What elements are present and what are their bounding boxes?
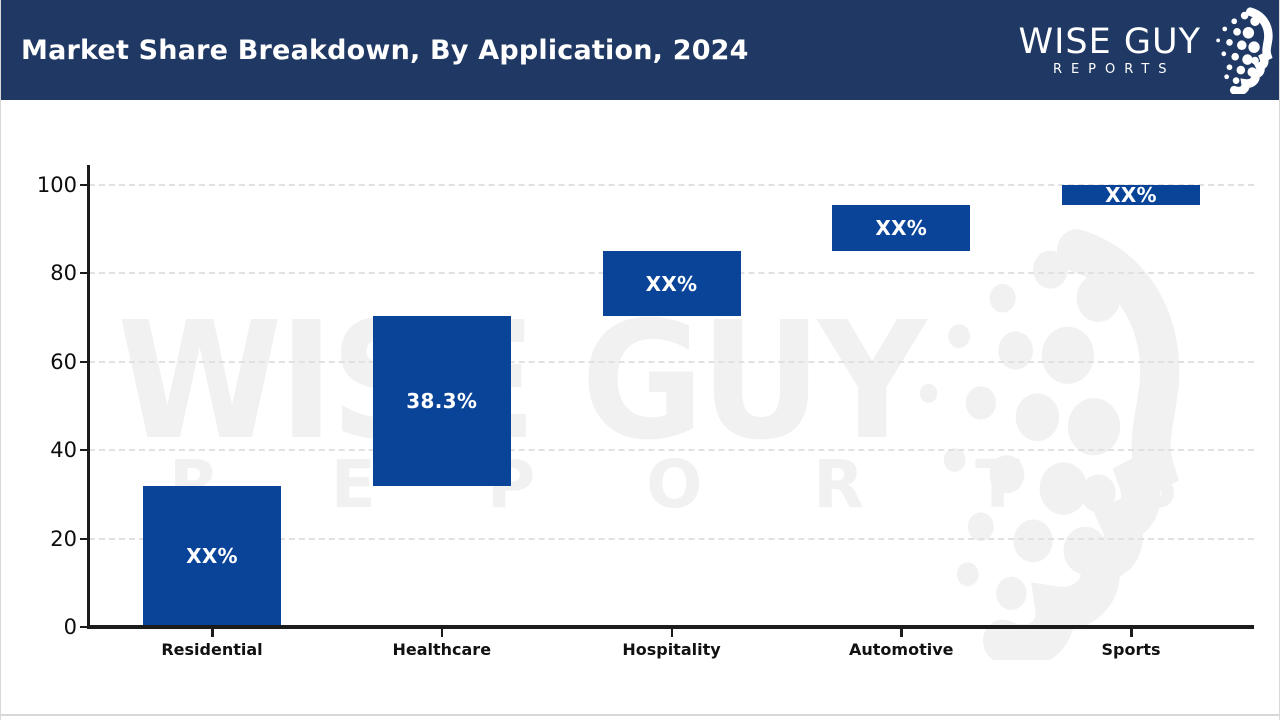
- bar-hospitality: XX%: [602, 251, 741, 317]
- y-axis-tickmark: [80, 449, 89, 452]
- x-axis-tickmark: [1130, 629, 1133, 637]
- bar-value-label: 38.3%: [406, 388, 478, 413]
- bottom-divider: [1, 714, 1279, 716]
- page-title: Market Share Breakdown, By Application, …: [21, 34, 749, 66]
- brand-logo: WISE GUY REPORTS: [1018, 0, 1273, 100]
- x-axis-tickmark: [670, 629, 673, 637]
- y-axis-tickmark: [80, 537, 89, 540]
- x-axis-tickmark: [211, 629, 214, 637]
- category-label-hospitality: Hospitality: [622, 640, 721, 659]
- bar-value-label: XX%: [186, 544, 238, 569]
- category-label-healthcare: Healthcare: [392, 640, 492, 659]
- x-axis-line: [89, 625, 1254, 629]
- category-label-sports: Sports: [1101, 640, 1161, 659]
- y-gridline: [89, 360, 1254, 363]
- category-label-automotive: Automotive: [849, 640, 954, 659]
- y-axis-line: [87, 165, 90, 629]
- brand-logo-name: WISE GUY: [1018, 21, 1201, 62]
- y-axis-tick-label: 20: [50, 526, 77, 551]
- y-axis-tick-label: 80: [50, 261, 77, 286]
- bar-value-label: XX%: [875, 216, 928, 241]
- bar-value-label: XX%: [1105, 182, 1157, 207]
- y-gridline: [89, 537, 1254, 540]
- brand-head-icon: [1216, 7, 1273, 94]
- y-gridline: [89, 184, 1254, 186]
- bar-sports: XX%: [1062, 182, 1200, 207]
- brand-logo-subtitle: REPORTS: [1052, 61, 1176, 77]
- y-axis-tickmark: [80, 626, 89, 628]
- category-label-residential: Residential: [161, 640, 263, 659]
- y-axis-tick-label: 0: [63, 615, 77, 639]
- y-gridline: [89, 449, 1254, 452]
- y-axis-tickmark: [80, 272, 89, 275]
- y-axis-tickmark: [80, 184, 89, 186]
- y-axis-tick-label: 40: [50, 438, 77, 463]
- y-axis-tick-label: 100: [36, 173, 77, 197]
- bar-residential: XX%: [143, 485, 281, 627]
- watermark-head-icon: [919, 229, 1180, 660]
- y-axis-tick-label: 60: [50, 349, 77, 374]
- y-axis-tickmark: [80, 360, 89, 363]
- x-axis-tickmark: [900, 629, 903, 637]
- bar-automotive: XX%: [832, 204, 971, 252]
- x-axis-tickmark: [440, 629, 444, 637]
- bar-healthcare: 38.3%: [372, 316, 511, 486]
- bar-value-label: XX%: [645, 271, 698, 296]
- header-bar: Market Share Breakdown, By Application, …: [1, 0, 1279, 100]
